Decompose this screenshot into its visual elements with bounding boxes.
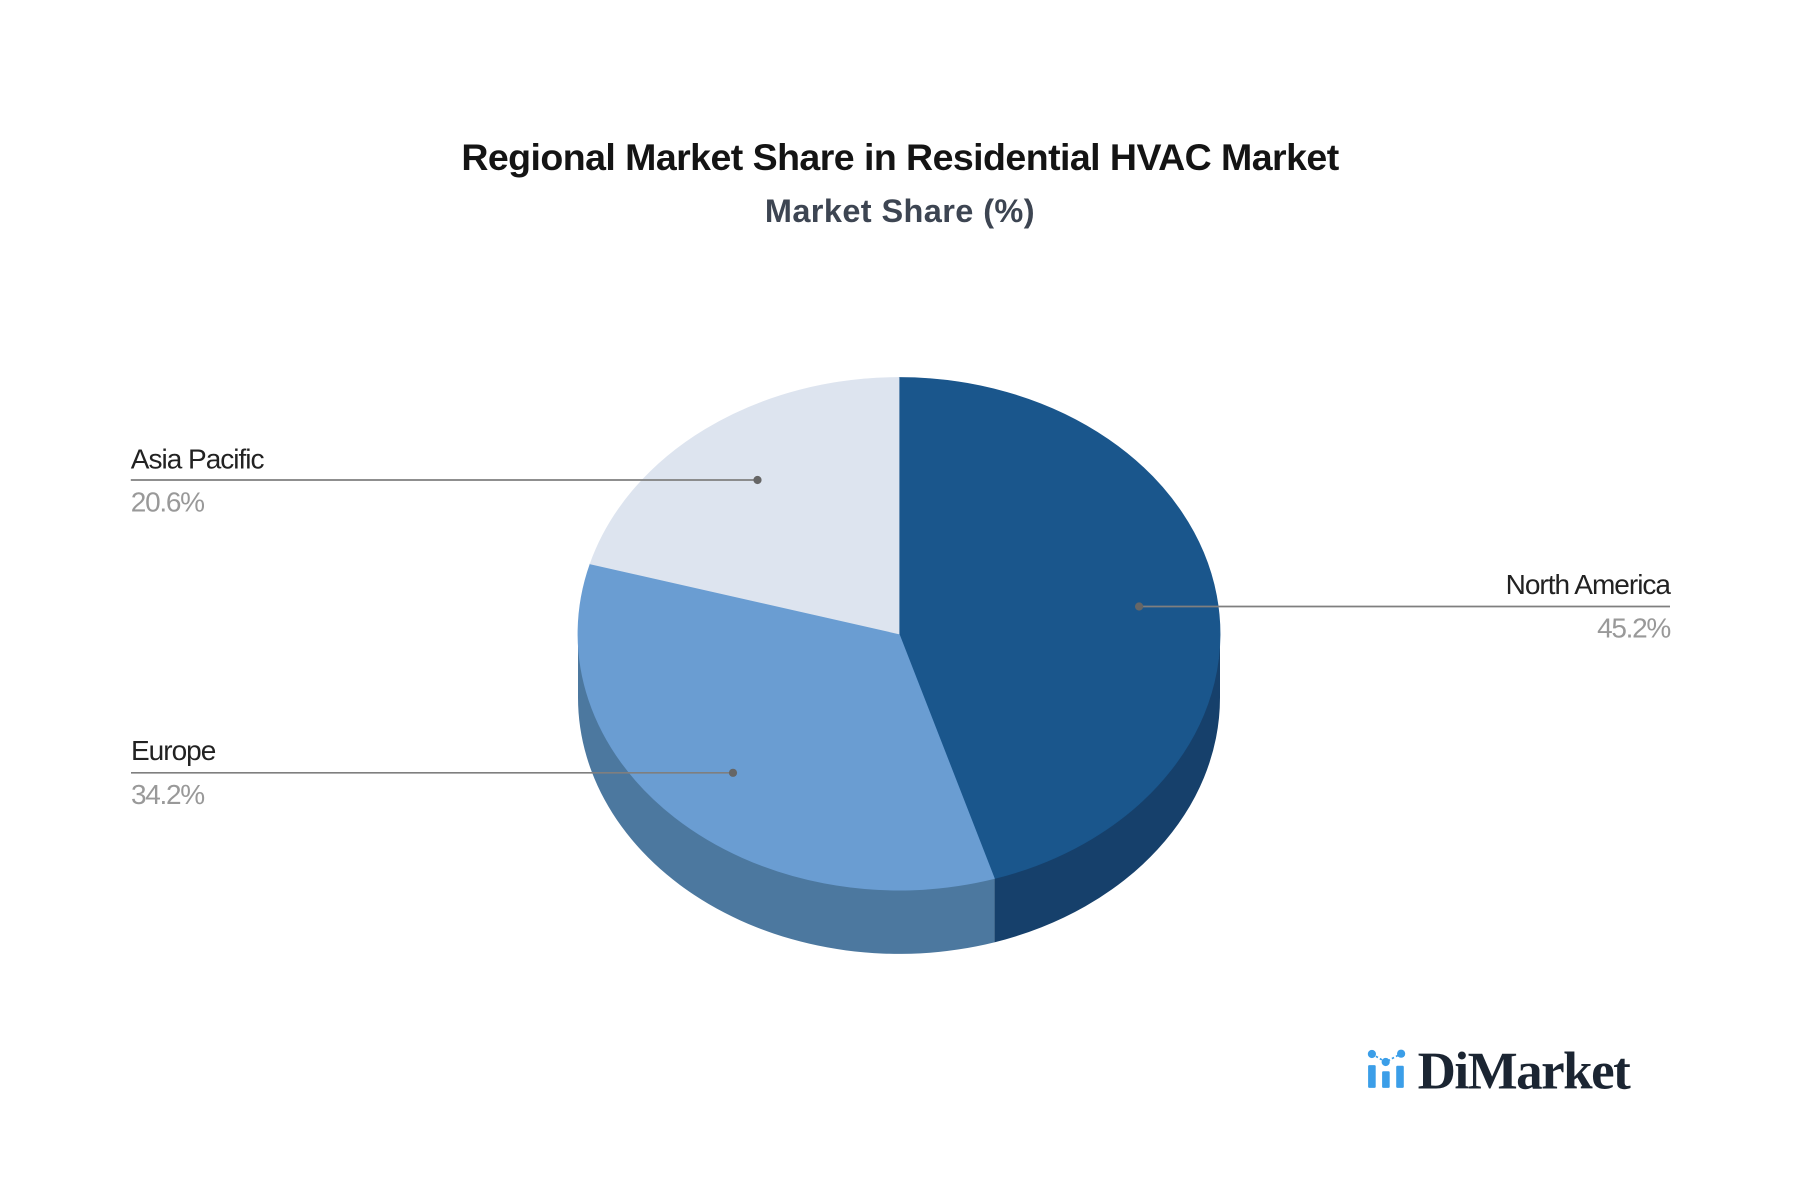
- svg-text:DiMarket: DiMarket: [1418, 1042, 1632, 1100]
- svg-text:Regional Market Share in Resid: Regional Market Share in Residential HVA…: [461, 136, 1339, 178]
- svg-text:45.2%: 45.2%: [1597, 613, 1670, 644]
- svg-text:Asia Pacific: Asia Pacific: [131, 443, 265, 474]
- svg-text:34.2%: 34.2%: [131, 779, 204, 810]
- svg-text:Europe: Europe: [131, 735, 216, 766]
- svg-text:North America: North America: [1506, 569, 1672, 600]
- svg-text:Market Share (%): Market Share (%): [765, 193, 1035, 229]
- svg-text:20.6%: 20.6%: [131, 487, 204, 518]
